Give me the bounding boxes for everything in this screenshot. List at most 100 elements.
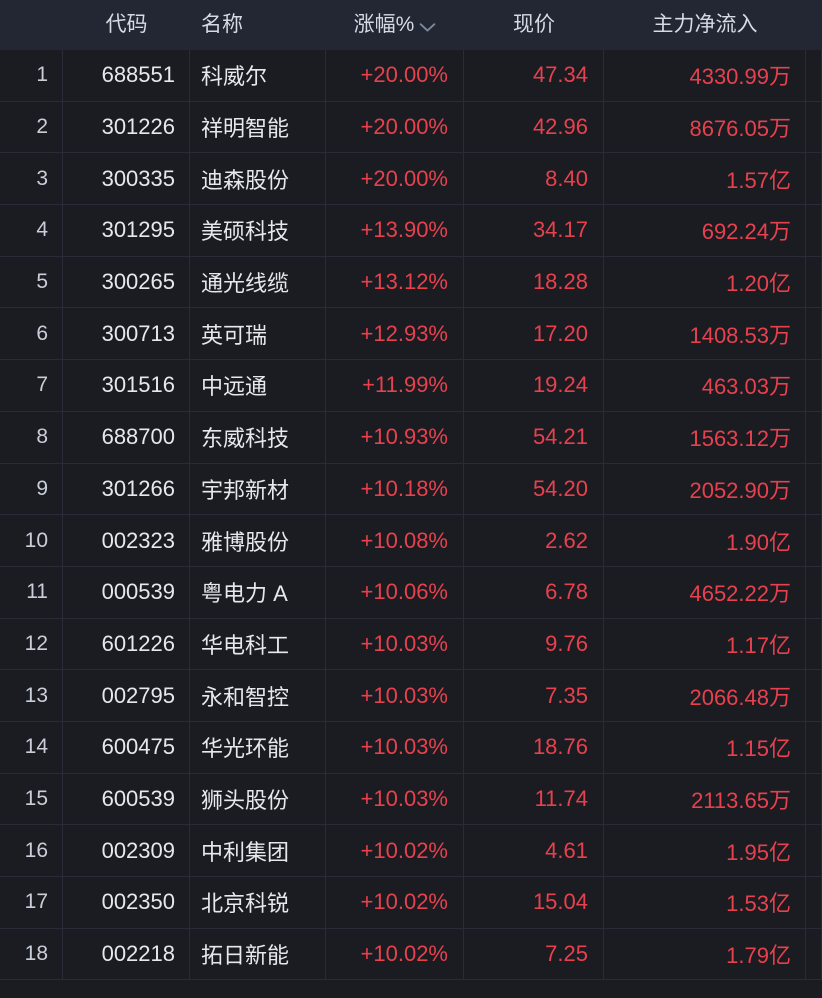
cell-main-net-inflow-text: 2052.90万 <box>689 477 791 503</box>
cell-main-net-inflow-text: 4330.99万 <box>689 64 791 90</box>
cell-main-net-inflow-text: 2066.48万 <box>689 684 791 710</box>
table-row[interactable]: 11 000539 粤电力 A +10.06% 6.78 4652.22万 <box>0 566 822 619</box>
table-row[interactable]: 14 600475 华光环能 +10.03% 18.76 1.15亿 <box>0 721 822 774</box>
header-price[interactable]: 现价 <box>464 0 604 50</box>
cell-index: 13 <box>0 669 63 722</box>
cell-price: 8.40 <box>464 152 604 205</box>
cell-price-text: 19.24 <box>532 372 588 398</box>
cell-change-pct: +13.12% <box>326 256 464 308</box>
cell-index-text: 9 <box>36 476 48 500</box>
table-row[interactable]: 18 002218 拓日新能 +10.02% 7.25 1.79亿 <box>0 928 822 981</box>
cell-index-text: 15 <box>24 786 48 810</box>
cell-index-text: 7 <box>36 373 48 397</box>
cell-tail-spacer <box>806 618 822 670</box>
cell-main-net-inflow: 1.57亿 <box>604 152 806 205</box>
header-change-pct-label: 涨幅% <box>353 13 415 36</box>
cell-price: 18.28 <box>464 256 604 308</box>
table-row[interactable]: 5 300265 通光线缆 +13.12% 18.28 1.20亿 <box>0 256 822 309</box>
cell-tail-spacer <box>806 101 822 153</box>
cell-main-net-inflow: 1.53亿 <box>604 876 806 929</box>
table-row[interactable]: 12 601226 华电科工 +10.03% 9.76 1.17亿 <box>0 618 822 671</box>
cell-price-text: 7.35 <box>545 682 588 708</box>
cell-price: 17.20 <box>464 307 604 360</box>
table-row[interactable]: 7 301516 中远通 +11.99% 19.24 463.03万 <box>0 359 822 412</box>
cell-price: 9.76 <box>464 618 604 670</box>
table-row[interactable]: 2 301226 祥明智能 +20.00% 42.96 8676.05万 <box>0 101 822 154</box>
cell-code: 002795 <box>63 669 190 722</box>
table-row[interactable]: 16 002309 中利集团 +10.02% 4.61 1.95亿 <box>0 824 822 877</box>
cell-name: 北京科锐 <box>190 876 326 929</box>
cell-main-net-inflow-text: 692.24万 <box>701 219 791 245</box>
cell-main-net-inflow: 1.95亿 <box>604 824 806 877</box>
cell-name: 科威尔 <box>190 49 326 102</box>
cell-price-text: 54.21 <box>532 424 588 450</box>
cell-main-net-inflow: 1563.12万 <box>604 411 806 463</box>
table-row[interactable]: 9 301266 宇邦新材 +10.18% 54.20 2052.90万 <box>0 463 822 516</box>
chevron-down-icon[interactable] <box>419 22 436 33</box>
cell-name-text: 宇邦新材 <box>201 477 290 503</box>
cell-index-text: 16 <box>24 838 48 862</box>
cell-change-pct-text: +10.03% <box>360 785 448 811</box>
table-row[interactable]: 15 600539 狮头股份 +10.03% 11.74 2113.65万 <box>0 773 822 826</box>
cell-index: 3 <box>0 152 63 205</box>
cell-index: 18 <box>0 928 63 980</box>
cell-code: 002218 <box>63 928 190 980</box>
header-code[interactable]: 代码 <box>63 0 190 50</box>
cell-change-pct-text: +10.08% <box>360 527 448 553</box>
cell-main-net-inflow: 4330.99万 <box>604 49 806 102</box>
cell-price-text: 15.04 <box>532 889 588 915</box>
table-row[interactable]: 10 002323 雅博股份 +10.08% 2.62 1.90亿 <box>0 514 822 567</box>
cell-index-text: 6 <box>36 321 48 345</box>
table-row[interactable]: 4 301295 美硕科技 +13.90% 34.17 692.24万 <box>0 204 822 257</box>
cell-main-net-inflow-text: 1.17亿 <box>726 632 791 658</box>
cell-name-text: 迪森股份 <box>201 167 290 193</box>
cell-code: 300713 <box>63 307 190 360</box>
cell-name: 迪森股份 <box>190 152 326 205</box>
cell-name: 东威科技 <box>190 411 326 463</box>
cell-price-text: 54.20 <box>532 475 588 501</box>
cell-code-text: 301295 <box>101 217 175 243</box>
cell-price: 19.24 <box>464 359 604 412</box>
cell-name: 英可瑞 <box>190 307 326 360</box>
cell-main-net-inflow-text: 1.57亿 <box>726 167 791 193</box>
cell-main-net-inflow-text: 1.20亿 <box>726 271 791 297</box>
table-row[interactable]: 17 002350 北京科锐 +10.02% 15.04 1.53亿 <box>0 876 822 929</box>
table-row[interactable]: 8 688700 东威科技 +10.93% 54.21 1563.12万 <box>0 411 822 464</box>
cell-name-text: 中远通 <box>201 374 268 400</box>
table-row[interactable]: 6 300713 英可瑞 +12.93% 17.20 1408.53万 <box>0 307 822 361</box>
cell-name-text: 祥明智能 <box>201 116 290 142</box>
header-change-pct[interactable]: 涨幅% <box>326 0 464 50</box>
cell-price-text: 42.96 <box>532 114 588 140</box>
table-row[interactable]: 1 688551 科威尔 +20.00% 47.34 4330.99万 <box>0 49 822 102</box>
cell-price: 11.74 <box>464 773 604 825</box>
cell-main-net-inflow-text: 1.15亿 <box>726 736 791 762</box>
cell-index: 10 <box>0 514 63 567</box>
cell-index-text: 10 <box>24 528 48 552</box>
cell-main-net-inflow-text: 8676.05万 <box>689 116 791 142</box>
header-main-net-inflow[interactable]: 主力净流入 <box>604 0 806 50</box>
cell-code: 688700 <box>63 411 190 463</box>
cell-name: 中远通 <box>190 359 326 412</box>
cell-tail-spacer <box>806 256 822 308</box>
cell-name: 祥明智能 <box>190 101 326 153</box>
cell-code: 301266 <box>63 463 190 515</box>
cell-price-text: 47.34 <box>532 62 588 88</box>
cell-code: 300335 <box>63 152 190 205</box>
cell-name: 狮头股份 <box>190 773 326 825</box>
cell-main-net-inflow-text: 1563.12万 <box>689 426 791 452</box>
cell-index-text: 2 <box>36 115 48 139</box>
table-row[interactable]: 3 300335 迪森股份 +20.00% 8.40 1.57亿 <box>0 152 822 206</box>
cell-tail-spacer <box>806 411 822 463</box>
table-row[interactable]: 13 002795 永和智控 +10.03% 7.35 2066.48万 <box>0 669 822 722</box>
cell-change-pct: +20.00% <box>326 49 464 102</box>
cell-code-text: 002323 <box>101 527 175 553</box>
cell-change-pct-text: +10.03% <box>360 682 448 708</box>
cell-code-text: 601226 <box>101 630 175 656</box>
cell-code: 301226 <box>63 101 190 153</box>
header-name[interactable]: 名称 <box>190 0 326 50</box>
cell-code: 002309 <box>63 824 190 877</box>
cell-index-text: 4 <box>36 218 48 242</box>
cell-change-pct-text: +11.99% <box>362 372 448 398</box>
cell-name-text: 美硕科技 <box>201 219 290 245</box>
